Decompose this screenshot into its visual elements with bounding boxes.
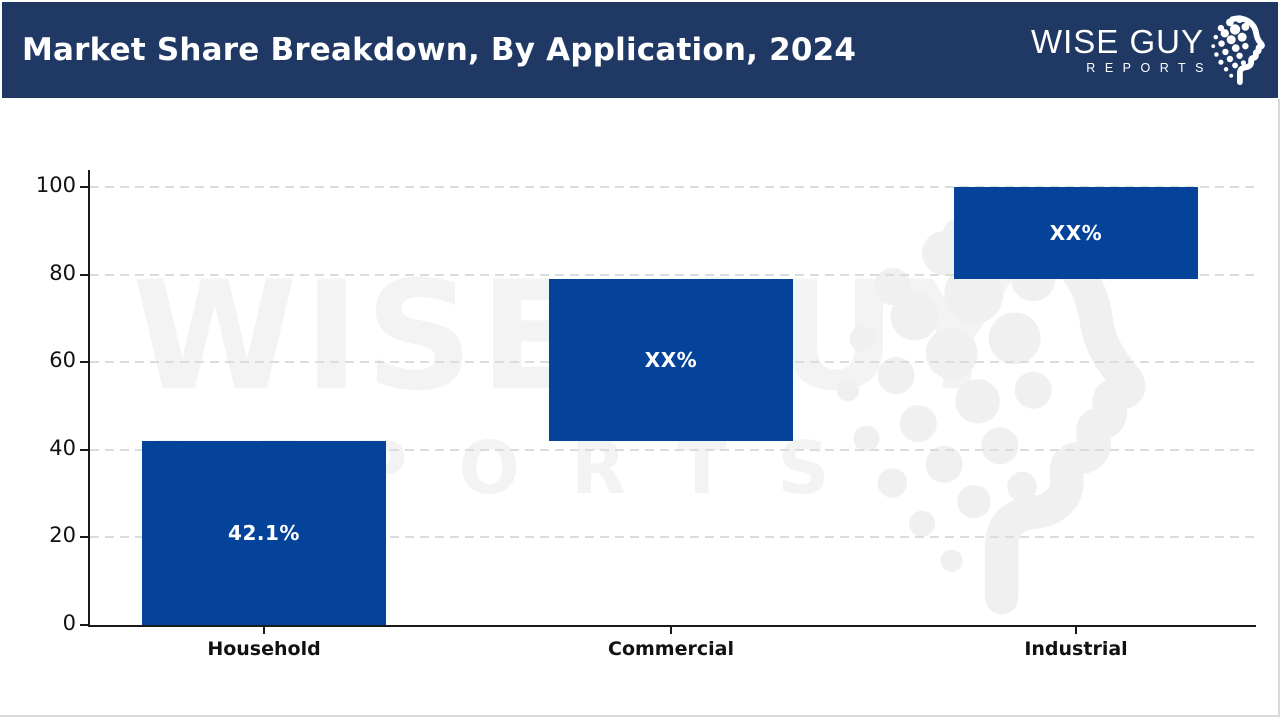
bar-industrial: XX% bbox=[954, 187, 1198, 279]
y-tick-label-100: 100 bbox=[35, 173, 76, 197]
y-tick-label-20: 20 bbox=[49, 523, 76, 548]
x-tick-mark-commercial bbox=[670, 627, 672, 634]
y-tick-label-40: 40 bbox=[49, 435, 76, 460]
y-tick-label-80: 80 bbox=[49, 260, 76, 285]
y-tick-mark-40 bbox=[80, 448, 88, 451]
y-tick-mark-100 bbox=[80, 186, 88, 188]
x-tick-mark-industrial bbox=[1075, 627, 1077, 634]
bar-label-industrial: XX% bbox=[1049, 220, 1103, 245]
y-tick-mark-80 bbox=[80, 273, 88, 276]
gridline-40 bbox=[90, 448, 1256, 451]
y-axis-line bbox=[88, 170, 90, 627]
y-tick-mark-60 bbox=[80, 361, 88, 364]
gridline-80 bbox=[90, 273, 1256, 276]
x-tick-mark-household bbox=[263, 627, 265, 634]
x-label-industrial: Industrial bbox=[1024, 638, 1128, 660]
logo-wordmark: WISE GUY bbox=[1030, 22, 1204, 60]
x-axis-line bbox=[88, 625, 1256, 627]
bar-commercial: XX% bbox=[549, 278, 793, 441]
right-edge-rule bbox=[1278, 99, 1280, 716]
page-title: Market Share Breakdown, By Application, … bbox=[22, 32, 857, 68]
y-tick-mark-0 bbox=[80, 624, 88, 626]
bottom-rule bbox=[0, 715, 1280, 717]
y-tick-label-0: 0 bbox=[62, 611, 76, 635]
gridline-20 bbox=[90, 536, 1256, 539]
brand-logo: WISE GUY REPORTS bbox=[1031, 8, 1266, 92]
gridline-100 bbox=[90, 186, 1256, 188]
logo-subtext: REPORTS bbox=[1086, 61, 1213, 76]
x-label-commercial: Commercial bbox=[608, 638, 734, 660]
bar-household: 42.1% bbox=[142, 440, 386, 625]
brand-logo-text: WISE GUY REPORTS bbox=[1030, 22, 1204, 75]
y-tick-mark-20 bbox=[80, 536, 88, 539]
y-tick-label-60: 60 bbox=[49, 348, 76, 373]
x-label-household: Household bbox=[207, 638, 321, 660]
bar-label-household: 42.1% bbox=[228, 520, 300, 545]
bar-label-commercial: XX% bbox=[644, 347, 698, 372]
logo-face-icon bbox=[1208, 14, 1266, 86]
header-bar: Market Share Breakdown, By Application, … bbox=[2, 2, 1278, 98]
